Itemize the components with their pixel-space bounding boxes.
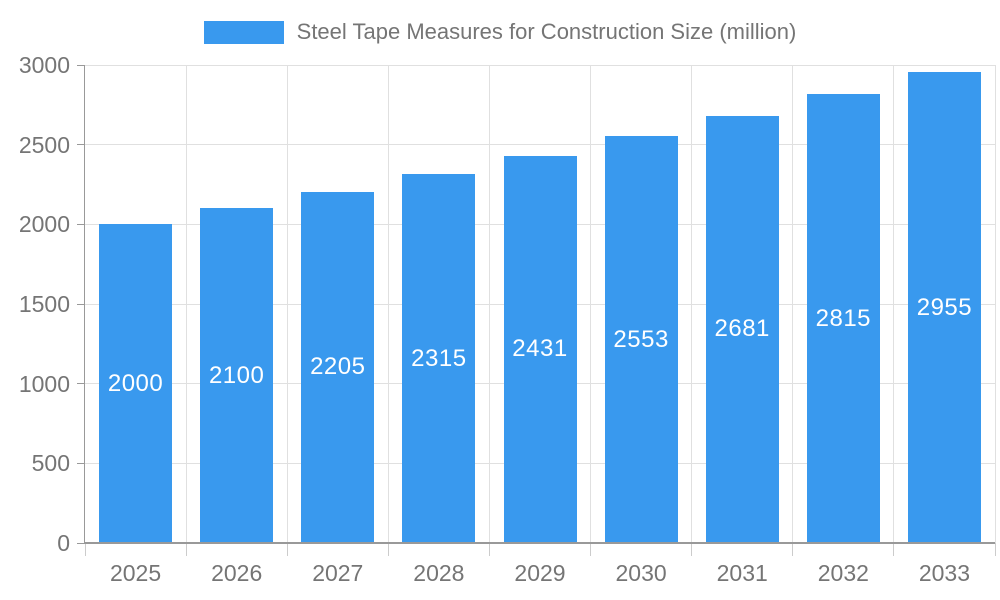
y-tick-mark [77, 144, 85, 146]
x-gridline [792, 65, 794, 543]
x-tick-mark [994, 543, 996, 556]
x-tick-mark [792, 543, 794, 556]
x-tick-mark [691, 543, 693, 556]
x-tick-mark [488, 543, 490, 556]
bar-value-label: 2553 [613, 325, 669, 353]
x-gridline [387, 65, 389, 543]
y-tick-mark [77, 223, 85, 225]
x-gridline [286, 65, 288, 543]
x-gridline [590, 65, 592, 543]
x-tick-label: 2027 [312, 560, 364, 586]
y-tick-mark [77, 64, 85, 66]
x-axis-line [85, 542, 995, 544]
x-tick-label: 2028 [413, 560, 465, 586]
bar-2029[interactable]: 2431 [503, 155, 577, 543]
y-tick-mark [77, 462, 85, 464]
x-tick-mark [893, 543, 895, 556]
x-tick-label: 2029 [514, 560, 566, 586]
y-tick-label: 3000 [18, 52, 70, 78]
x-tick-label: 2030 [615, 560, 667, 586]
legend-swatch-icon [203, 20, 284, 44]
y-tick-mark [77, 303, 85, 305]
x-gridline [994, 65, 996, 543]
bar-2026[interactable]: 2100 [200, 208, 274, 543]
bar-value-label: 2431 [512, 335, 568, 363]
bar-2030[interactable]: 2553 [604, 136, 678, 543]
y-tick-mark [77, 383, 85, 385]
y-tick-label: 2500 [18, 131, 70, 158]
bar-2033[interactable]: 2955 [907, 72, 981, 543]
x-gridline [893, 65, 895, 543]
x-tick-label: 2031 [716, 560, 768, 586]
bar-value-label: 2100 [208, 361, 265, 389]
y-axis-line [84, 65, 85, 544]
y-tick-label: 500 [31, 450, 70, 477]
bar-value-label: 2315 [411, 344, 467, 372]
y-gridline [85, 144, 995, 146]
bar-2025[interactable]: 2000 [99, 224, 173, 543]
x-gridline [185, 65, 187, 543]
x-gridline [691, 65, 693, 543]
bar-value-label: 2681 [714, 315, 770, 343]
x-gridline [488, 65, 490, 543]
x-tick-mark [387, 543, 389, 556]
y-tick-label: 1000 [18, 370, 70, 397]
y-gridline [85, 64, 995, 66]
x-tick-label: 2033 [918, 560, 971, 586]
x-tick-label: 2032 [817, 560, 869, 586]
x-tick-mark [590, 543, 592, 556]
bar-2027[interactable]: 2205 [301, 191, 375, 543]
y-tick-mark [77, 542, 85, 544]
x-tick-label: 2026 [211, 560, 263, 586]
bar-value-label: 2955 [916, 293, 973, 321]
legend[interactable]: Steel Tape Measures for Construction Siz… [0, 18, 1000, 46]
y-tick-label: 1500 [18, 291, 70, 317]
x-tick-mark [185, 543, 187, 556]
bar-value-label: 2205 [310, 353, 366, 381]
bar-value-label: 2815 [815, 304, 872, 332]
y-tick-label: 2000 [18, 211, 70, 238]
legend-label: Steel Tape Measures for Construction Siz… [296, 19, 797, 44]
x-tick-mark [84, 543, 86, 556]
bar-2032[interactable]: 2815 [806, 94, 880, 543]
bar-2028[interactable]: 2315 [402, 174, 476, 543]
x-tick-mark [286, 543, 288, 556]
x-tick-label: 2025 [109, 560, 162, 586]
bar-2031[interactable]: 2681 [705, 115, 779, 543]
bar-value-label: 2000 [107, 369, 164, 397]
y-tick-label: 0 [57, 530, 70, 556]
